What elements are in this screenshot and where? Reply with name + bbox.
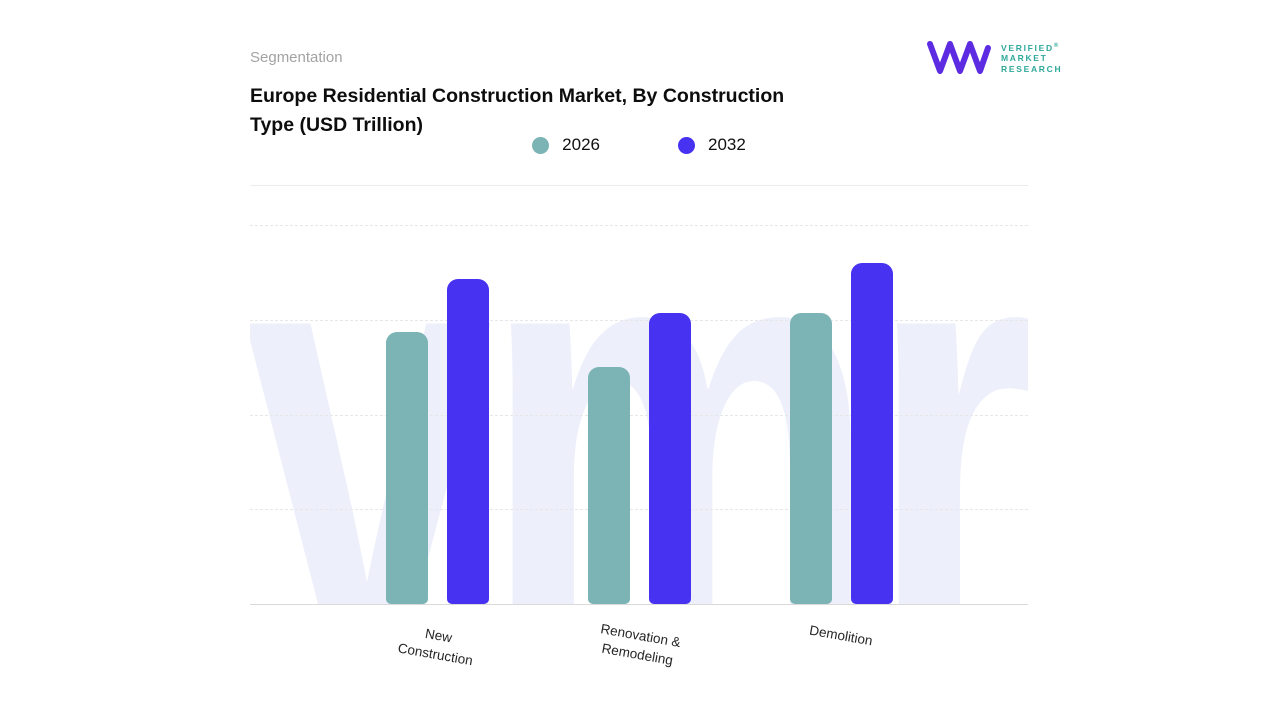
page-title-line1: Europe Residential Construction Market, …	[250, 85, 785, 107]
logo-word-verified: VERIFIED®	[1001, 42, 1059, 53]
plot-area	[250, 225, 1028, 604]
bar-2026-2	[588, 367, 630, 604]
gridline	[250, 225, 1028, 226]
legend-item-2032: 2032	[678, 135, 746, 155]
vmr-logo-mark-icon	[927, 41, 991, 74]
legend-label: 2032	[708, 135, 746, 154]
gridline	[250, 509, 1028, 511]
category-label-2: Renovation & Remodeling	[599, 621, 682, 668]
registered-mark: ®	[1053, 42, 1059, 49]
bar-group-3	[790, 263, 893, 604]
category-label-1: New Construction	[396, 625, 474, 669]
x-axis-line	[250, 604, 1028, 605]
page-title: Europe Residential Construction Market, …	[250, 82, 850, 140]
bar-2032-3	[851, 263, 893, 604]
vmr-logo-text: VERIFIED® MARKET RESEARCH	[1001, 41, 1062, 76]
legend-dot	[678, 136, 695, 154]
bar-2032-2	[649, 313, 691, 604]
bar-group-1	[386, 279, 489, 604]
bar-2026-1	[386, 332, 428, 604]
x-axis-labels: New Construction Renovation & Remodeling Dem…	[250, 604, 1028, 714]
bar-group-2	[588, 313, 691, 604]
vmr-logo: VERIFIED® MARKET RESEARCH	[926, 38, 1062, 78]
bar-chart: vmr New Construction Renovation & Remodelin…	[250, 225, 1028, 668]
legend-item-2026: 2026	[532, 135, 600, 155]
legend-label: 2026	[562, 135, 600, 154]
logo-word-market: MARKET	[1001, 53, 1048, 64]
section-eyebrow: Segmentation	[250, 49, 343, 66]
legend: 2026 2032	[250, 135, 1028, 155]
logo-word-research: RESEARCH	[1001, 64, 1063, 75]
page-title-line2: Type (USD Trillion)	[250, 114, 423, 136]
category-label-3: Demolition	[808, 622, 874, 649]
gridline	[250, 414, 1028, 416]
bar-2032-1	[447, 279, 489, 604]
header-divider	[250, 185, 1028, 186]
bar-2026-3	[790, 313, 832, 604]
gridline	[250, 319, 1028, 321]
legend-dot	[532, 136, 550, 154]
